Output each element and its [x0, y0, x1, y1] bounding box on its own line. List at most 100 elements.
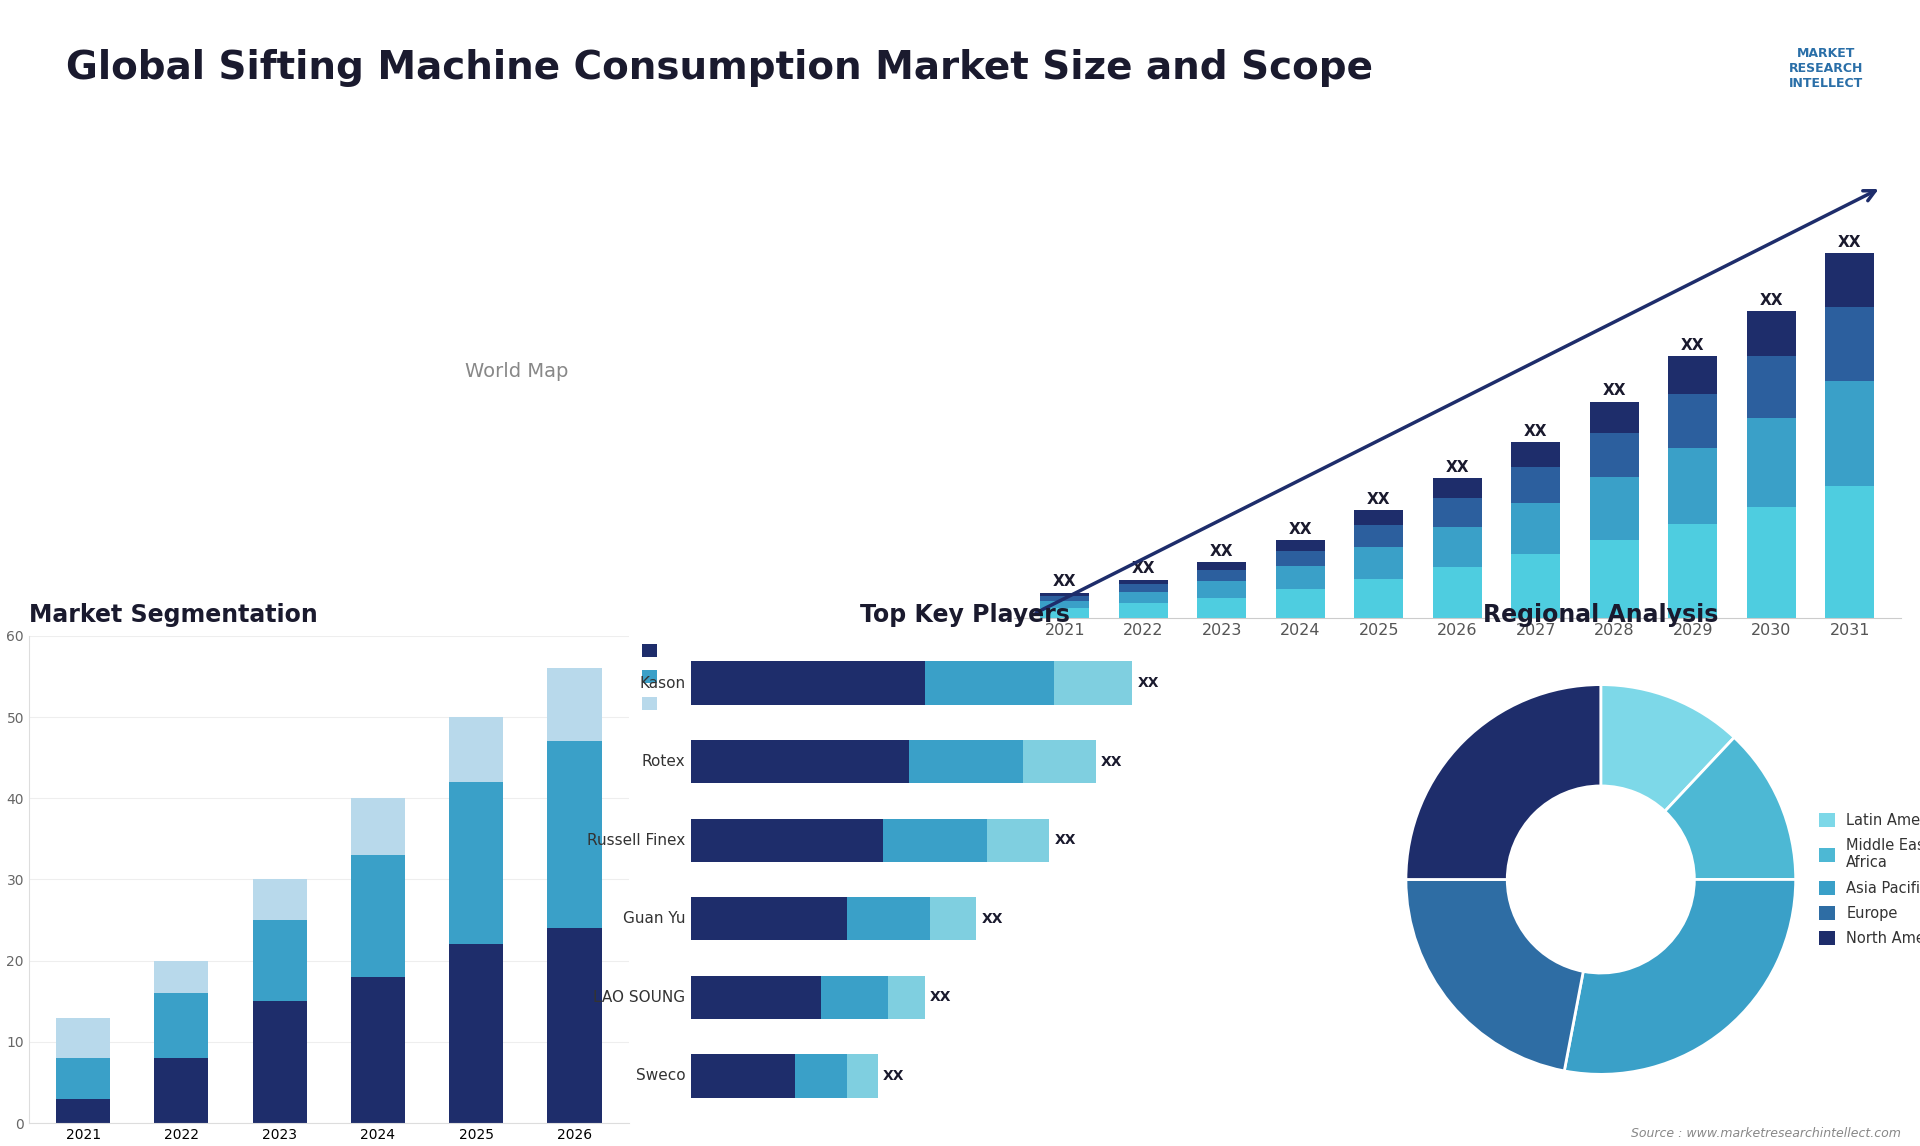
Bar [1354, 548, 1404, 579]
Bar [56, 1099, 109, 1123]
Bar [1668, 524, 1716, 618]
Text: XX: XX [883, 1069, 904, 1083]
Wedge shape [1665, 737, 1795, 879]
Text: XX: XX [1288, 521, 1311, 536]
Text: XX: XX [1210, 544, 1233, 559]
Bar [1277, 566, 1325, 589]
Text: XX: XX [1446, 460, 1469, 474]
Text: Kason: Kason [639, 675, 685, 691]
Bar [1511, 554, 1561, 618]
Bar [1826, 253, 1874, 307]
Text: XX: XX [1603, 384, 1626, 399]
Bar [547, 668, 601, 741]
Bar [1119, 580, 1167, 584]
Bar [1590, 433, 1638, 478]
Bar [547, 741, 601, 928]
Bar [1054, 661, 1133, 705]
Bar [847, 897, 929, 941]
Bar [1023, 740, 1096, 783]
Text: Market Segmentation: Market Segmentation [29, 603, 317, 627]
Text: Russell Finex: Russell Finex [588, 833, 685, 848]
Text: LAO SOUNG: LAO SOUNG [593, 990, 685, 1005]
Bar [449, 944, 503, 1123]
Bar [795, 1054, 847, 1098]
Bar [449, 717, 503, 782]
Bar [1041, 596, 1089, 601]
Bar [154, 960, 209, 994]
Bar [547, 928, 601, 1123]
Text: Sweco: Sweco [636, 1068, 685, 1083]
Bar [1747, 311, 1795, 355]
Bar [820, 975, 889, 1019]
Text: Global Sifting Machine Consumption Market Size and Scope: Global Sifting Machine Consumption Marke… [65, 49, 1373, 87]
Bar [56, 1018, 109, 1058]
Wedge shape [1405, 684, 1601, 879]
Bar [1198, 570, 1246, 581]
Legend: Application, Product, Geography: Application, Product, Geography [641, 643, 751, 712]
Bar [847, 1054, 877, 1098]
Bar [351, 976, 405, 1123]
Text: XX: XX [1682, 338, 1705, 353]
Bar [1432, 527, 1482, 567]
Text: Guan Yu: Guan Yu [624, 911, 685, 926]
Bar [351, 855, 405, 976]
Bar [1590, 540, 1638, 618]
Bar [1826, 486, 1874, 618]
Bar [883, 818, 987, 862]
Bar [1277, 540, 1325, 551]
Text: Source : www.marketresearchintellect.com: Source : www.marketresearchintellect.com [1630, 1128, 1901, 1140]
Bar [1590, 478, 1638, 540]
Bar [1354, 579, 1404, 618]
Bar [1747, 355, 1795, 418]
Bar [449, 782, 503, 944]
Text: World Map: World Map [465, 362, 568, 382]
Bar [253, 1002, 307, 1123]
Text: XX: XX [1054, 833, 1075, 847]
Bar [1511, 466, 1561, 503]
Bar [1198, 581, 1246, 598]
Bar [691, 1054, 795, 1098]
Bar [1198, 563, 1246, 570]
Text: Rotex: Rotex [641, 754, 685, 769]
Text: XX: XX [1137, 676, 1160, 690]
Text: XX: XX [1367, 492, 1390, 507]
Text: XX: XX [1102, 754, 1123, 769]
Bar [1432, 478, 1482, 499]
Legend: Latin America, Middle East &
Africa, Asia Pacific, Europe, North America: Latin America, Middle East & Africa, Asi… [1812, 807, 1920, 952]
Title: Top Key Players: Top Key Players [860, 603, 1069, 627]
Bar [908, 740, 1023, 783]
Text: MARKET
RESEARCH
INTELLECT: MARKET RESEARCH INTELLECT [1789, 47, 1862, 89]
Bar [1119, 584, 1167, 591]
Bar [691, 897, 847, 941]
Text: XX: XX [1837, 235, 1862, 250]
Title: Regional Analysis: Regional Analysis [1482, 603, 1718, 627]
Bar [1747, 418, 1795, 507]
Bar [691, 975, 820, 1019]
Bar [1432, 567, 1482, 618]
Bar [1590, 401, 1638, 433]
Bar [1826, 307, 1874, 382]
Bar [351, 799, 405, 855]
Bar [253, 920, 307, 1002]
Wedge shape [1601, 684, 1734, 811]
Bar [1668, 356, 1716, 394]
Bar [1747, 507, 1795, 618]
Bar [929, 897, 977, 941]
Text: XX: XX [1759, 292, 1784, 308]
Text: XX: XX [1131, 562, 1156, 576]
Bar [691, 661, 925, 705]
Text: XX: XX [1052, 574, 1077, 589]
Bar [987, 818, 1048, 862]
Bar [1119, 604, 1167, 618]
Bar [1354, 510, 1404, 525]
Bar [1277, 589, 1325, 618]
Bar [154, 1058, 209, 1123]
Bar [1511, 442, 1561, 466]
Bar [1277, 551, 1325, 566]
Bar [1198, 598, 1246, 618]
Bar [691, 818, 883, 862]
Bar [253, 879, 307, 920]
Bar [1354, 525, 1404, 548]
Bar [1432, 499, 1482, 527]
Bar [1826, 382, 1874, 486]
